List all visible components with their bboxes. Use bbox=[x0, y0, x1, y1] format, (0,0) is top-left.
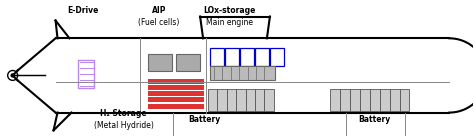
Bar bbox=[255, 48, 269, 66]
Circle shape bbox=[11, 74, 14, 77]
Bar bbox=[255, 89, 264, 111]
Bar bbox=[218, 89, 227, 111]
Text: (Metal Hydride): (Metal Hydride) bbox=[94, 120, 154, 129]
Bar bbox=[370, 89, 380, 111]
Bar bbox=[360, 89, 370, 111]
Bar bbox=[148, 91, 204, 96]
Bar bbox=[340, 89, 350, 111]
Bar bbox=[330, 89, 340, 111]
Text: AIP: AIP bbox=[152, 6, 166, 15]
Bar bbox=[208, 89, 218, 111]
Bar bbox=[225, 48, 239, 66]
Bar bbox=[236, 89, 246, 111]
Text: LOx-storage: LOx-storage bbox=[204, 6, 256, 15]
Bar bbox=[148, 54, 172, 71]
Text: Main engine: Main engine bbox=[206, 18, 254, 27]
Bar bbox=[210, 48, 224, 66]
Bar bbox=[210, 66, 275, 80]
Bar bbox=[240, 48, 254, 66]
Bar bbox=[390, 89, 400, 111]
Bar bbox=[350, 89, 360, 111]
Bar bbox=[148, 79, 204, 83]
Bar bbox=[227, 89, 236, 111]
Text: (Fuel cells): (Fuel cells) bbox=[138, 18, 180, 27]
Bar bbox=[148, 97, 204, 102]
Bar bbox=[380, 89, 390, 111]
Text: Battery: Battery bbox=[358, 115, 390, 124]
Bar bbox=[264, 89, 274, 111]
Text: E-Drive: E-Drive bbox=[68, 6, 99, 15]
Bar bbox=[400, 89, 410, 111]
Bar bbox=[79, 60, 94, 88]
Bar bbox=[148, 104, 204, 109]
Bar bbox=[176, 54, 200, 71]
Text: Battery: Battery bbox=[188, 115, 220, 124]
Bar bbox=[270, 48, 284, 66]
Bar bbox=[246, 89, 255, 111]
Bar bbox=[148, 85, 204, 90]
Text: H₂ Storage: H₂ Storage bbox=[100, 109, 147, 118]
